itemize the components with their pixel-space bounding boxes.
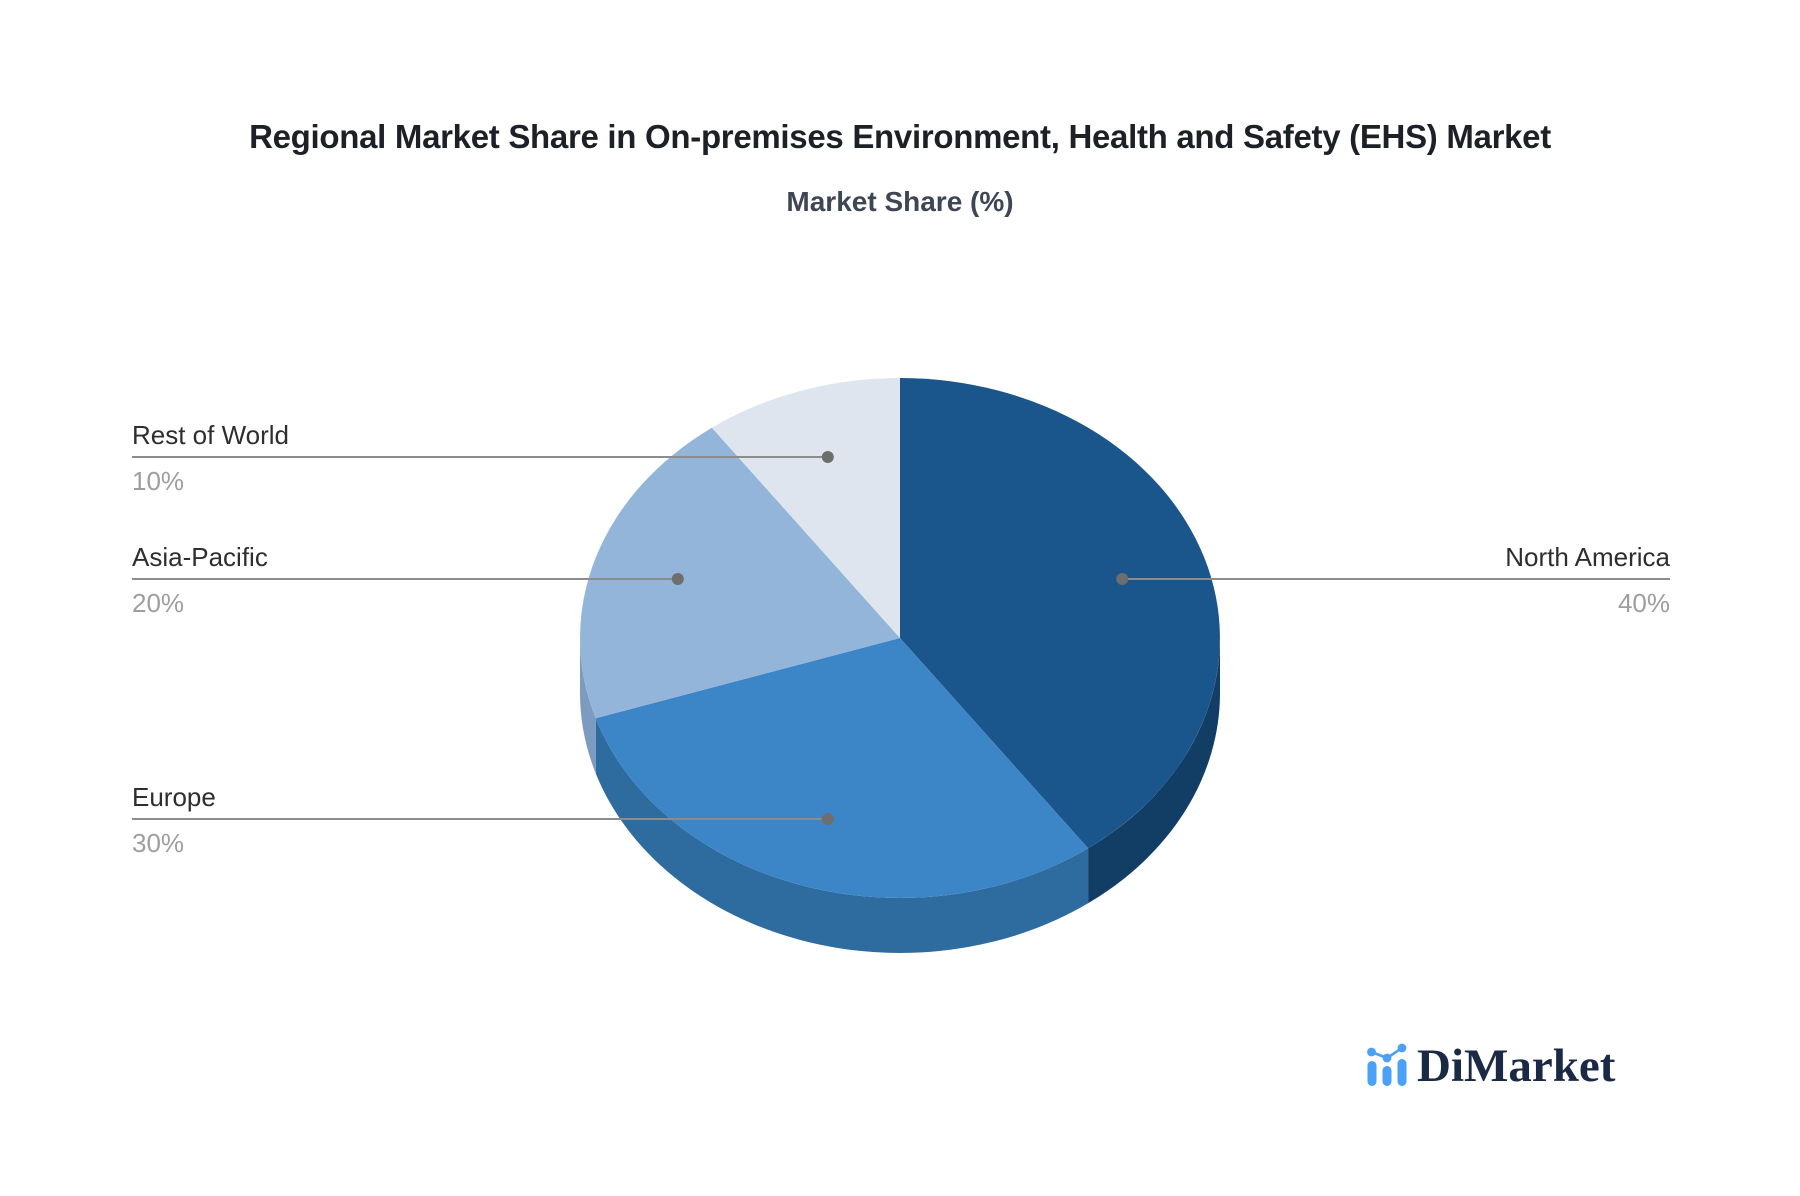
pie-slice-rest-of-world[interactable] (711, 378, 900, 638)
pie-slice-side-north-america (1088, 638, 1220, 904)
pie-slice-europe[interactable] (595, 638, 1089, 898)
pie-slice-north-america[interactable] (900, 378, 1220, 849)
slice-value-asia-pacific: 20% (132, 588, 185, 618)
pie-slice-asia-pacific[interactable] (580, 427, 900, 719)
slice-label-europe: Europe (132, 782, 216, 812)
brand-logo: DiMarket (1367, 1040, 1616, 1092)
chart-subtitle: Market Share (%) (786, 186, 1014, 217)
slice-label-north-america: North America (1505, 542, 1670, 572)
leader-dot-asia-pacific (671, 573, 684, 585)
brand-name: DiMarket (1417, 1040, 1616, 1092)
leader-dot-europe (821, 813, 834, 825)
slice-value-rest-of-world: 10% (132, 466, 185, 496)
bar-line-chart-icon (1367, 1043, 1407, 1086)
slice-label-rest-of-world: Rest of World (132, 420, 290, 450)
slice-value-north-america: 40% (1617, 588, 1670, 618)
slice-label-asia-pacific: Asia-Pacific (132, 542, 268, 572)
leader-dot-north-america (1116, 573, 1129, 585)
chart-title: Regional Market Share in On-premises Env… (249, 118, 1551, 155)
pie-slice-side-europe (595, 718, 1089, 953)
pie-slice-side-asia-pacific (580, 638, 596, 774)
slice-value-europe: 30% (132, 828, 185, 858)
leader-dot-rest-of-world (821, 451, 834, 463)
